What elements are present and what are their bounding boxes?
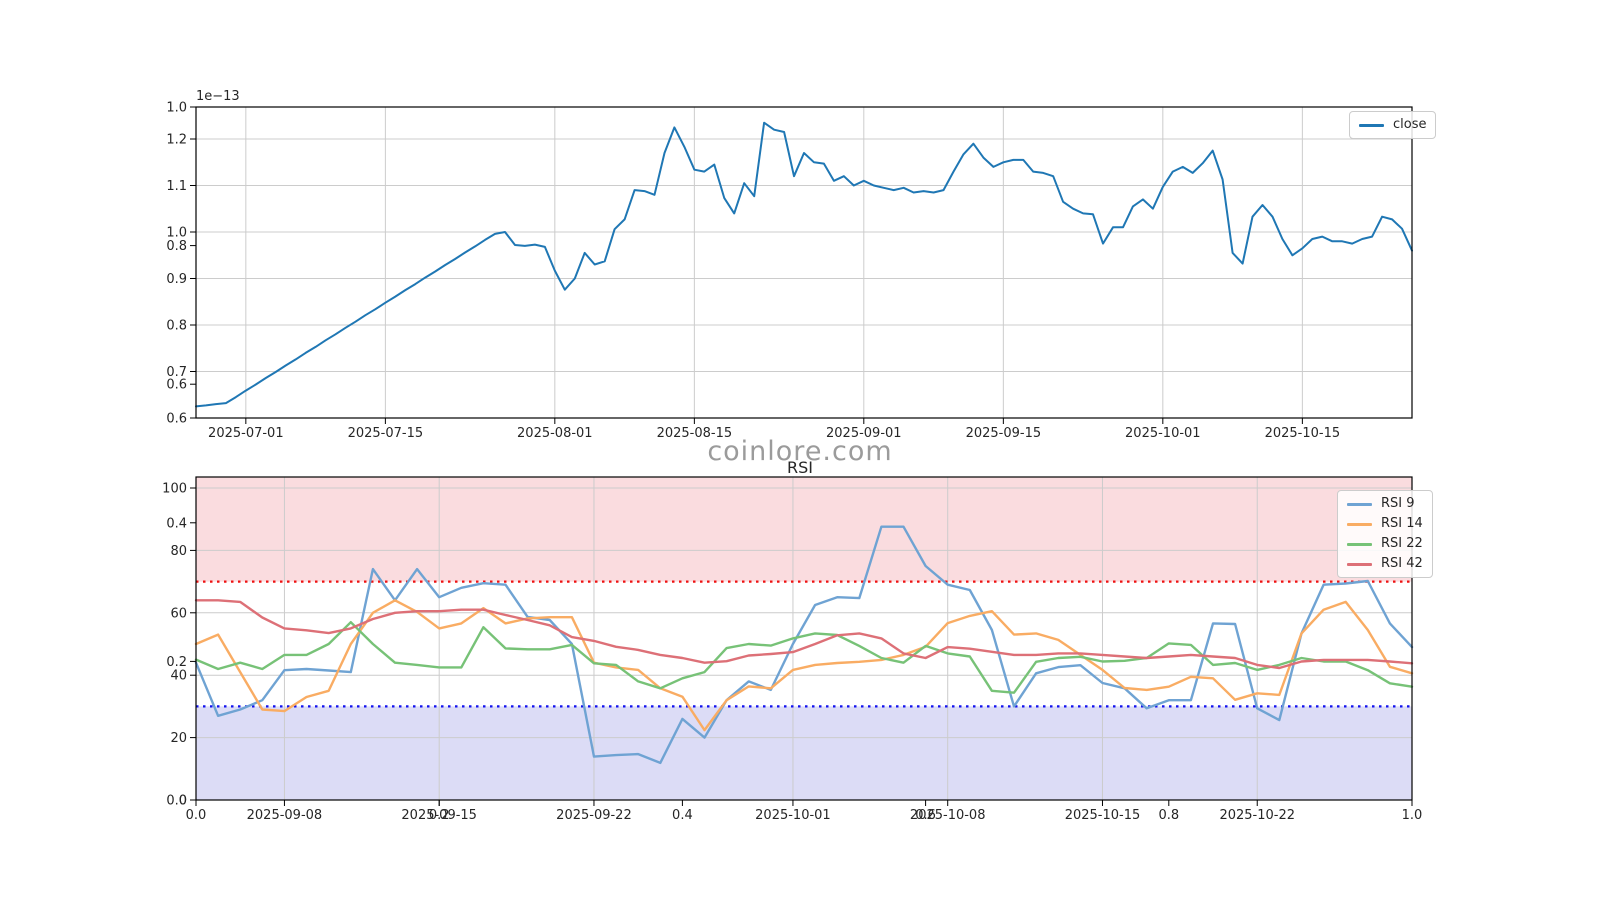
rsi-y-tick-label: 20 — [170, 731, 187, 746]
price-y-tick-label: 0.7 — [166, 365, 187, 380]
overlay-y-tick-label: 0.4 — [166, 516, 187, 531]
rsi-42-line — [194, 599, 1414, 670]
price-x-tick-label: 2025-08-15 — [657, 426, 733, 441]
price-y-tick-label: 1.0 — [166, 226, 187, 241]
price-y-tick-label: 1.1 — [166, 179, 187, 194]
legend-label: close — [1393, 117, 1427, 132]
rsi-22-line — [194, 621, 1414, 694]
price-y-tick-label: 1.2 — [166, 133, 187, 148]
rsi-y-tick-label: 80 — [170, 544, 187, 559]
watermark: coinlore.com — [707, 436, 893, 467]
legend-label: RSI 42 — [1381, 556, 1423, 571]
legend-label: RSI 22 — [1381, 536, 1423, 551]
overlay-x-tick-label: 1.0 — [1402, 808, 1423, 823]
overlay-y-tick-label: 0.8 — [166, 239, 187, 254]
price-y-tick-label: 0.9 — [166, 272, 187, 287]
rsi-x-tick-label: 2025-10-22 — [1219, 808, 1295, 823]
y-axis-offset-label: 1e−13 — [196, 89, 240, 104]
overlay-y-tick-label: 0.6 — [166, 378, 187, 393]
close-line — [195, 121, 1413, 408]
price-x-tick-label: 2025-10-15 — [1265, 426, 1341, 441]
legend-item: RSI 14 — [1347, 516, 1423, 532]
price-x-tick-label: 2025-09-15 — [966, 426, 1042, 441]
legend-label: RSI 9 — [1381, 496, 1415, 511]
overlay-x-tick-label: 0.4 — [672, 808, 693, 823]
rsi-y-tick-label: 100 — [162, 482, 187, 497]
legend-item: RSI 42 — [1347, 556, 1423, 572]
rsi-x-tick-label: 2025-09-22 — [556, 808, 632, 823]
price-x-tick-label: 2025-09-01 — [826, 426, 902, 441]
price-x-tick-label: 2025-10-01 — [1125, 426, 1201, 441]
overlay-x-tick-label: 0.0 — [186, 808, 207, 823]
rsi-axes-frame — [195, 476, 1413, 801]
rsi-legend: RSI 9 RSI 14 RSI 22 RSI 42 — [1337, 490, 1433, 578]
legend-line-swatch — [1347, 542, 1372, 546]
rsi-y-tick-label: 0 — [179, 794, 187, 809]
rsi-x-tick-label: 2025-10-01 — [755, 808, 831, 823]
price-x-tick-label: 2025-07-15 — [348, 426, 424, 441]
legend-line-swatch — [1347, 502, 1372, 506]
rsi-chart: 100 80 60 40 20 0 2025-09-08 2025-09-15 2025-09-… — [162, 476, 1414, 823]
rsi-14-line — [194, 599, 1414, 732]
legend-line-swatch — [1347, 562, 1372, 566]
oversold-band — [196, 706, 1412, 800]
overlay-x-tick-label: 0.8 — [1158, 808, 1179, 823]
overlay-y-tick-label: 1.0 — [166, 101, 187, 116]
price-y-tick-label: 0.8 — [166, 319, 187, 334]
price-x-tick-label: 2025-07-01 — [208, 426, 284, 441]
rsi-x-tick-label: 2025-09-15 — [401, 808, 477, 823]
rsi-y-tick-label: 60 — [170, 606, 187, 621]
price-y-tick-label: 0.6 — [166, 412, 187, 427]
rsi-x-tick-label: 2025-10-08 — [910, 808, 986, 823]
legend-label: RSI 14 — [1381, 516, 1423, 531]
legend-item: close — [1359, 117, 1426, 133]
overbought-band — [196, 477, 1412, 582]
overlay-x-tick-label: 0.6 — [915, 808, 936, 823]
overlay-y-tick-label: 0.0 — [166, 794, 187, 809]
rsi-y-tick-label: 40 — [170, 669, 187, 684]
rsi-chart-title: RSI — [787, 458, 813, 477]
rsi-x-tick-label: 2025-09-08 — [247, 808, 323, 823]
overlay-axis: 1.00.80.60.40.20.00.0 0.2 0.4 0.6 0.8 1.0 — [166, 101, 1422, 824]
rsi-x-tick-label: 2025-10-15 — [1065, 808, 1141, 823]
price-x-tick-label: 2025-08-01 — [517, 426, 593, 441]
legend-line-swatch — [1359, 123, 1384, 127]
overlay-x-tick-label: 0.2 — [429, 808, 450, 823]
legend-item: RSI 22 — [1347, 536, 1423, 552]
legend-item: RSI 9 — [1347, 496, 1423, 512]
price-axes-frame — [195, 106, 1413, 419]
rsi-9-line — [194, 525, 1414, 765]
price-legend: close — [1349, 111, 1437, 139]
legend-line-swatch — [1347, 522, 1372, 526]
overlay-y-tick-label: 0.2 — [166, 655, 187, 670]
